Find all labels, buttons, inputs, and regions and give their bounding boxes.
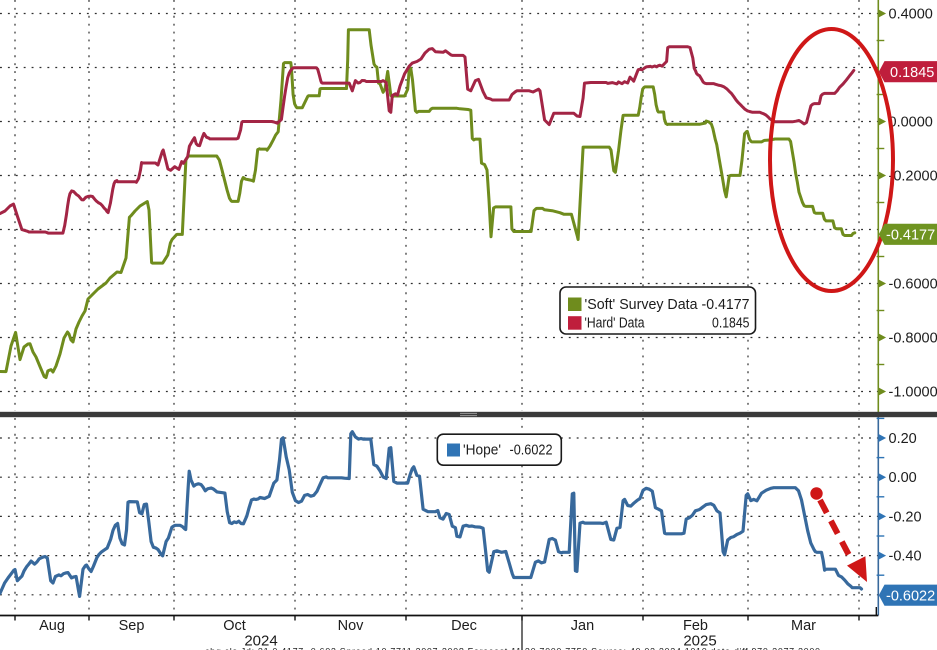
svg-text:Oct: Oct [223, 618, 246, 634]
svg-text:Dec: Dec [451, 618, 477, 634]
svg-text:2024: 2024 [244, 633, 277, 650]
svg-text:0.1845: 0.1845 [890, 65, 934, 81]
svg-text:Jan: Jan [571, 618, 594, 634]
svg-text:-0.4177: -0.4177 [702, 297, 750, 313]
svg-text:0.20: 0.20 [889, 431, 917, 447]
svg-text:0.4000: 0.4000 [889, 7, 933, 23]
svg-text:0.1845: 0.1845 [712, 316, 750, 332]
svg-text:2025: 2025 [683, 633, 716, 650]
svg-text:0.00: 0.00 [889, 470, 917, 486]
svg-text:'Soft' Survey Data: 'Soft' Survey Data [585, 297, 699, 313]
svg-text:Sep: Sep [119, 618, 145, 634]
svg-text:-0.40: -0.40 [889, 549, 922, 565]
svg-text:Aug: Aug [39, 618, 65, 634]
svg-text:chg cls Jd: 31 0.4177 -0.602 S: chg cls Jd: 31 0.4177 -0.602 Spread 10.7… [205, 647, 820, 650]
svg-text:-0.4177: -0.4177 [886, 228, 935, 244]
svg-text:0.0000: 0.0000 [889, 115, 933, 131]
svg-text:'Hope': 'Hope' [463, 443, 501, 459]
svg-text:-0.8000: -0.8000 [889, 331, 937, 347]
svg-text:-0.6022: -0.6022 [510, 443, 553, 459]
svg-text:Nov: Nov [338, 618, 365, 634]
svg-text:-0.20: -0.20 [889, 509, 922, 525]
svg-text:-0.6022: -0.6022 [886, 588, 935, 604]
svg-text:-1.0000: -1.0000 [889, 385, 937, 401]
svg-text:Feb: Feb [683, 618, 708, 634]
svg-text:Mar: Mar [791, 618, 816, 634]
svg-text:-0.2000: -0.2000 [889, 169, 937, 185]
svg-text:'Hard' Data: 'Hard' Data [585, 316, 646, 332]
svg-text:-0.6000: -0.6000 [889, 277, 937, 293]
